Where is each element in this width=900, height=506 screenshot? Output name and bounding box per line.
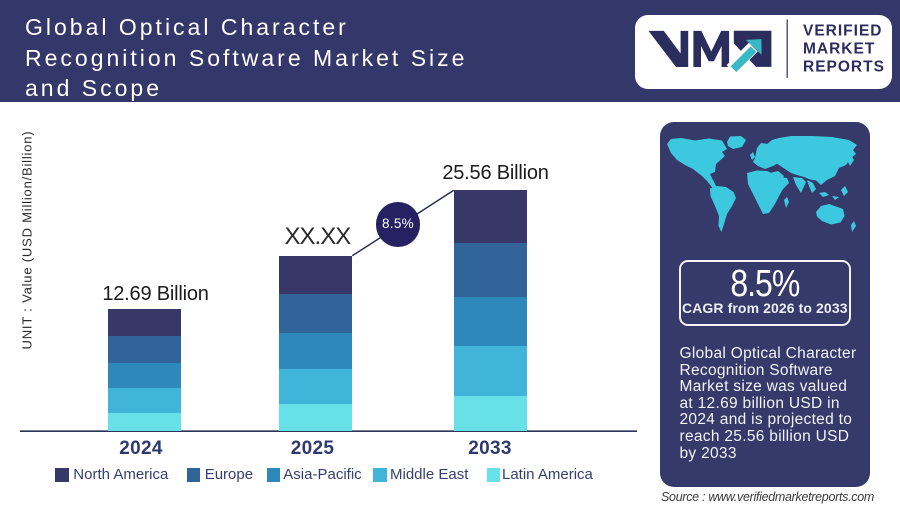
svg-text:MARKET: MARKET <box>803 41 875 58</box>
svg-text:VERIFIED: VERIFIED <box>803 23 882 40</box>
svg-text:REPORTS: REPORTS <box>803 59 885 76</box>
